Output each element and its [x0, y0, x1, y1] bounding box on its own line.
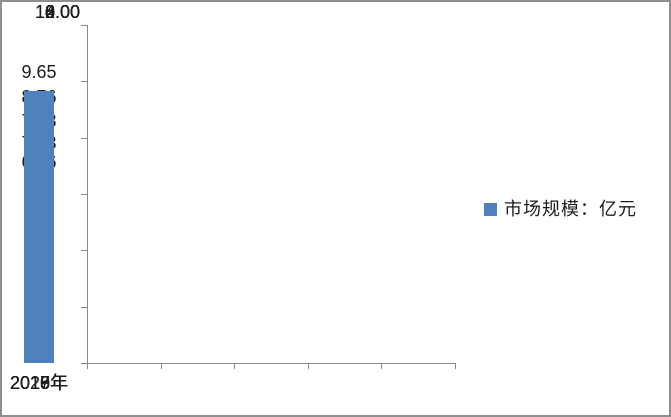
y-axis-label: 2.00 [44, 2, 80, 22]
legend-label: 市场规模：亿元 [504, 199, 637, 219]
x-axis-tick [308, 363, 309, 369]
y-axis-tick [81, 363, 88, 364]
y-axis-label: 8.00 [44, 2, 80, 22]
y-axis-tick [81, 194, 88, 195]
legend-swatch-icon [484, 202, 497, 216]
x-axis-label-2017: 2017年 [9, 373, 69, 393]
bar-group-2020: 9.65 [2, 25, 76, 363]
x-axis-tick [234, 363, 235, 369]
x-axis-tick [455, 363, 456, 369]
y-axis-label: 0.00 [44, 2, 80, 22]
x-axis-label-2020: 2020年 [9, 373, 69, 393]
y-axis-tick [81, 138, 88, 139]
y-axis-tick [81, 25, 88, 26]
y-axis-line [87, 25, 88, 363]
y-axis-label: 10.00 [34, 2, 80, 22]
x-axis-label-2018: 2018年 [9, 373, 69, 393]
x-axis-tick [161, 363, 162, 369]
y-axis-tick [81, 307, 88, 308]
x-axis-tick [381, 363, 382, 369]
y-axis-label: 6.00 [44, 2, 80, 22]
y-axis-label: 12.00 [34, 2, 80, 22]
y-axis-label: 4.00 [44, 2, 80, 22]
bar-2020 [24, 91, 54, 363]
x-axis-tick [87, 363, 88, 369]
x-axis-label-2019: 2019年 [9, 373, 69, 393]
legend: 市场规模：亿元 [484, 198, 637, 220]
x-axis-line [87, 363, 456, 364]
y-axis-tick [81, 81, 88, 82]
x-axis-label-2016: 2016年 [9, 373, 69, 393]
data-label: 9.65 [21, 62, 57, 83]
y-axis-tick [81, 250, 88, 251]
